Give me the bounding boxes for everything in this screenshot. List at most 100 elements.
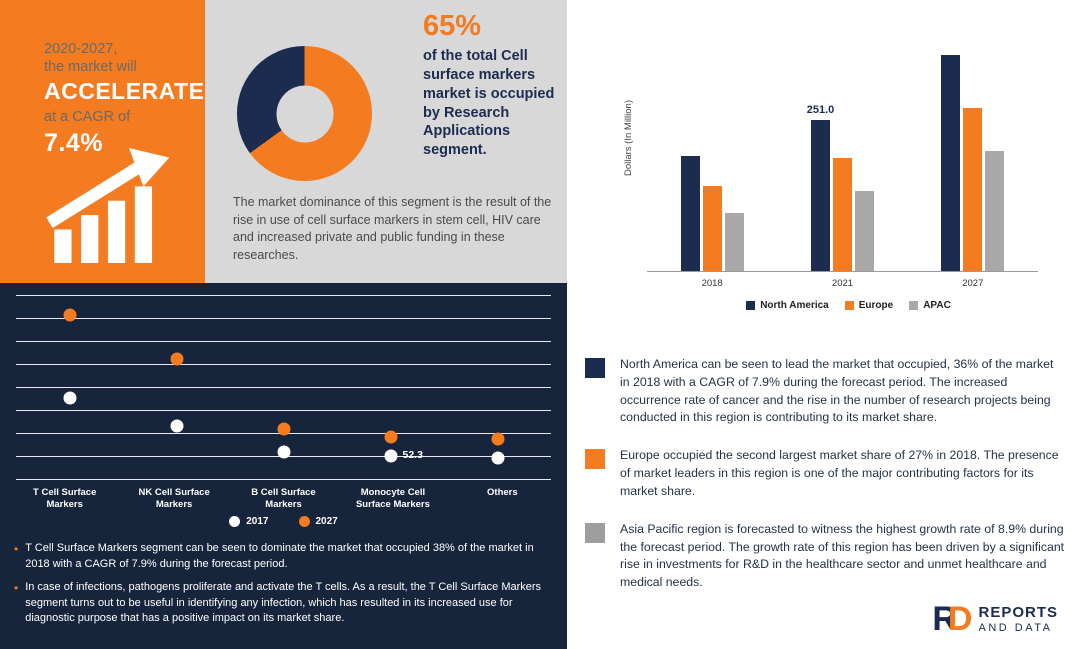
dot-2027 — [491, 432, 504, 446]
bullet-text: T Cell Surface Markers segment can be se… — [25, 542, 534, 570]
dot-value-label: 52.3 — [402, 448, 423, 461]
dot-2017 — [277, 445, 290, 459]
legend-label: Europe — [858, 300, 894, 311]
legend-dot-icon — [298, 516, 310, 527]
x-tick-label: 2027 — [962, 278, 984, 289]
dot-2027 — [170, 352, 183, 366]
bar-group: 251.0 2021 — [807, 32, 874, 289]
bar-legend-item: APAC — [909, 300, 951, 311]
dot-2027 — [384, 430, 397, 444]
dot-legend-item: 2017 — [229, 516, 269, 527]
segment-headline: 65% of the total Cell surface markers ma… — [423, 10, 565, 160]
bullet-icon: • — [14, 581, 19, 596]
cagr-panel: 2020-2027, the market will ACCELERATE at… — [0, 0, 205, 283]
grid-line — [16, 364, 551, 365]
bar-slot — [832, 32, 852, 271]
bar-slot — [941, 32, 961, 271]
region-bullet: Europe occupied the second largest marke… — [585, 447, 1066, 500]
grid-line — [16, 318, 551, 319]
legend-label: APAC — [923, 300, 951, 311]
legend-swatch-icon — [909, 301, 919, 310]
logo-letter-d: D — [947, 600, 973, 638]
bar-slot — [854, 32, 874, 271]
logo-anddata-text: AND DATA — [978, 621, 1053, 634]
dot-plot-categories: T Cell Surface Markers NK Cell Surface Ma… — [10, 487, 557, 512]
dot-plot-category-label: T Cell Surface Markers — [33, 487, 97, 511]
grid-line — [16, 295, 551, 296]
segment-share-panel: 65% of the total Cell surface markers ma… — [205, 0, 567, 283]
dot-plot-category-label: B Cell Surface Markers — [251, 487, 316, 511]
region-bullet-text: North America can be seen to lead the ma… — [620, 357, 1054, 425]
bar-chart-legend: North America Europe APAC — [617, 300, 1080, 311]
bar-apac — [724, 212, 744, 271]
logo-text: REPORTS AND DATA — [978, 605, 1058, 634]
bar-group: 2027 — [941, 32, 1005, 289]
dot-2017 — [63, 391, 76, 405]
bullet-text: In case of infections, pathogens prolife… — [25, 581, 542, 625]
bar-apac — [985, 151, 1005, 271]
bar-legend-item: North America — [746, 300, 829, 311]
legend-label: North America — [760, 300, 829, 311]
dot-2027 — [63, 308, 76, 322]
bullet-square-icon — [585, 358, 605, 378]
bar-legend-item: Europe — [844, 300, 894, 311]
bar-north-america — [941, 55, 961, 271]
region-bullet: North America can be seen to lead the ma… — [585, 356, 1066, 427]
grid-line — [16, 387, 551, 388]
accelerate-text: ACCELERATE — [44, 78, 205, 105]
dot-plot-legend: 2017 2027 — [0, 516, 567, 527]
region-bullet-list: North America can be seen to lead the ma… — [585, 356, 1066, 592]
region-bullet-text: Asia Pacific region is forecasted to wit… — [620, 521, 1065, 590]
bar-europe — [963, 108, 983, 271]
region-bullet: Asia Pacific region is forecasted to wit… — [585, 521, 1066, 592]
grid-line — [16, 341, 551, 342]
growth-chart-icon — [42, 148, 172, 263]
dot-plot-category-label: Others — [487, 487, 518, 498]
grid-line — [16, 410, 551, 411]
bar-north-america — [810, 120, 830, 271]
top-row: 2020-2027, the market will ACCELERATE at… — [0, 0, 567, 283]
dot-plot-category-label: NK Cell Surface Markers — [138, 487, 210, 511]
legend-swatch-icon — [844, 301, 854, 310]
dot-legend-item: 2027 — [298, 516, 338, 527]
bullet-square-icon — [585, 449, 605, 470]
dot-2027 — [277, 422, 290, 436]
right-column: Dollars (In Million) 2018 251.0 2021 2027 N… — [567, 0, 1080, 649]
cagr-period: 2020-2027, — [44, 41, 118, 57]
donut-chart — [237, 46, 372, 181]
segment-headline-text: of the total Cell surface markers market… — [423, 48, 555, 159]
bullet-item: • T Cell Surface Markers segment can be s… — [14, 541, 555, 572]
bar-slot: 251.0 — [807, 32, 834, 271]
bar-north-america — [680, 155, 700, 271]
cagr-line2: the market will — [44, 59, 137, 76]
bar-slot — [963, 32, 983, 271]
logo-reports-text: REPORTS — [978, 604, 1058, 622]
grid-line — [16, 479, 551, 480]
segment-share-pct: 65% — [423, 10, 482, 42]
legend-label: 2017 — [246, 516, 269, 527]
bullet-square-icon — [585, 522, 605, 543]
donut-hole — [276, 85, 333, 142]
segment-chart-panel: 52.3 T Cell Surface Markers NK Cell Surfa… — [0, 283, 567, 649]
cagr-line4: at a CAGR of — [44, 108, 131, 125]
bar-slot — [985, 32, 1005, 271]
bar-slot — [680, 32, 700, 271]
dot-2017 — [384, 449, 397, 463]
left-bullet-list: • T Cell Surface Markers segment can be s… — [14, 541, 555, 635]
bar-europe — [702, 185, 722, 271]
bullet-icon: • — [14, 542, 19, 556]
bar-slot — [702, 32, 722, 271]
left-column: 2020-2027, the market will ACCELERATE at… — [0, 0, 567, 649]
bar-chart-plot: 2018 251.0 2021 2027 — [647, 32, 1038, 289]
cagr-value: 7.4% — [44, 128, 103, 157]
x-tick-label: 2021 — [831, 278, 854, 289]
dot-2017 — [491, 451, 504, 465]
bar-slot — [724, 32, 744, 271]
dot-plot: 52.3 — [16, 295, 551, 480]
region-bullet-text: Europe occupied the second largest marke… — [620, 448, 1059, 498]
bar-chart-y-axis-label: Dollars (In Million) — [623, 100, 634, 177]
dot-plot-category-label: Monocyte Cell Surface Markers — [355, 487, 430, 511]
